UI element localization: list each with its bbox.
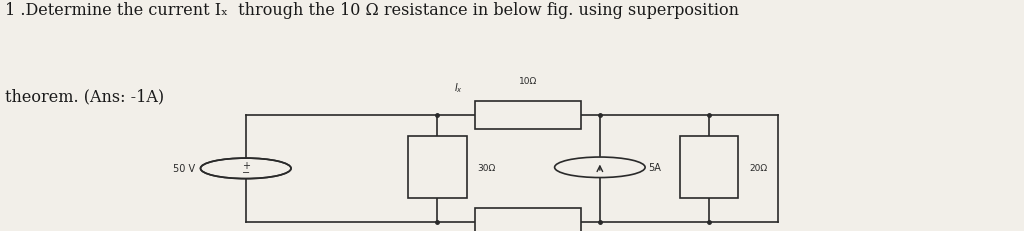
Circle shape [203,159,289,178]
Bar [409,137,467,198]
Bar [680,137,738,198]
Text: 1 .Determine the current Iₓ  through the 10 Ω resistance in below fig. using sup: 1 .Determine the current Iₓ through the … [5,2,739,19]
Text: 10Ω: 10Ω [519,77,538,86]
Bar [475,102,582,129]
Text: 50 V: 50 V [173,164,196,174]
Text: −: − [242,167,250,177]
Text: theorem. (Ans: -1A): theorem. (Ans: -1A) [5,88,164,105]
Text: 20Ω: 20Ω [749,163,767,172]
Text: 30Ω: 30Ω [477,163,496,172]
Text: 5A: 5A [648,163,662,173]
Bar [475,208,582,231]
Text: +: + [242,160,250,170]
Circle shape [557,158,643,177]
Text: $I_x$: $I_x$ [455,81,463,94]
